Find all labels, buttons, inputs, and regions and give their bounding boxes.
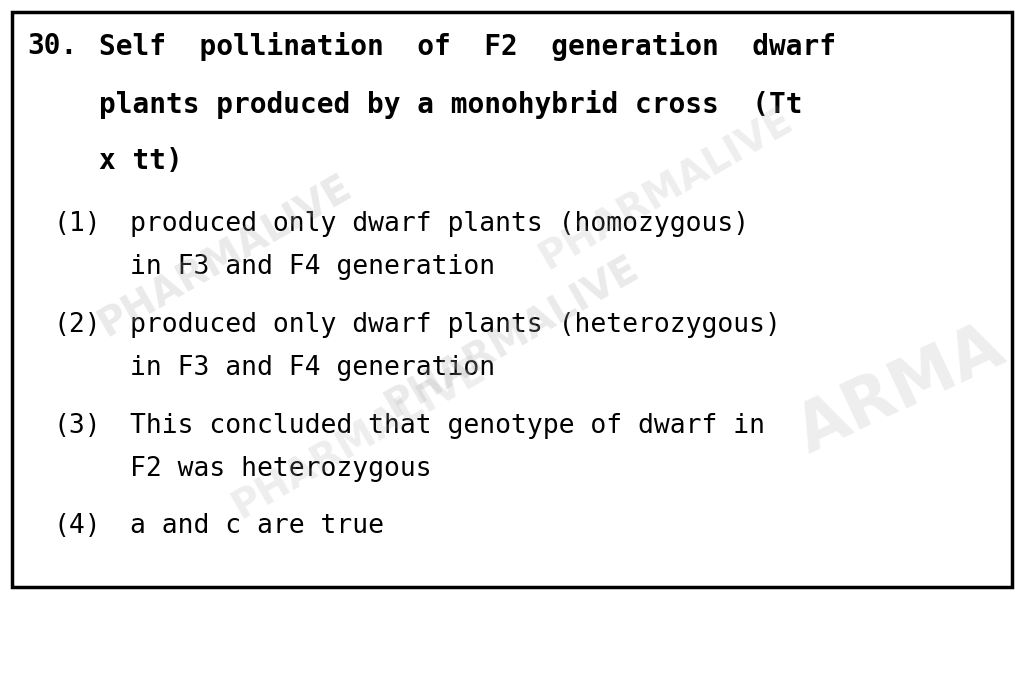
Text: plants produced by a monohybrid cross  (Tt: plants produced by a monohybrid cross (T… bbox=[99, 90, 803, 118]
Text: a and c are true: a and c are true bbox=[130, 513, 384, 540]
Text: x tt): x tt) bbox=[99, 147, 183, 175]
Text: (2): (2) bbox=[53, 312, 101, 338]
Text: (4): (4) bbox=[53, 513, 101, 540]
Text: produced only dwarf plants (homozygous): produced only dwarf plants (homozygous) bbox=[130, 211, 750, 237]
Text: (1): (1) bbox=[53, 211, 101, 237]
Text: 30.: 30. bbox=[28, 32, 78, 61]
Text: ARMA: ARMA bbox=[787, 314, 1015, 467]
Text: PHARMALIVE: PHARMALIVE bbox=[532, 100, 799, 277]
Text: PHARMALIVE: PHARMALIVE bbox=[379, 248, 645, 425]
Text: Self  pollination  of  F2  generation  dwarf: Self pollination of F2 generation dwarf bbox=[99, 32, 837, 61]
Text: in F3 and F4 generation: in F3 and F4 generation bbox=[130, 355, 496, 382]
Text: PHARMALIVE: PHARMALIVE bbox=[92, 168, 358, 344]
Text: This concluded that genotype of dwarf in: This concluded that genotype of dwarf in bbox=[130, 413, 765, 439]
Text: PHARMALIVE: PHARMALIVE bbox=[225, 349, 492, 526]
Bar bbox=[12, 12, 1012, 587]
Text: produced only dwarf plants (heterozygous): produced only dwarf plants (heterozygous… bbox=[130, 312, 781, 338]
Text: (3): (3) bbox=[53, 413, 101, 439]
Text: in F3 and F4 generation: in F3 and F4 generation bbox=[130, 254, 496, 281]
Text: F2 was heterozygous: F2 was heterozygous bbox=[130, 456, 432, 483]
